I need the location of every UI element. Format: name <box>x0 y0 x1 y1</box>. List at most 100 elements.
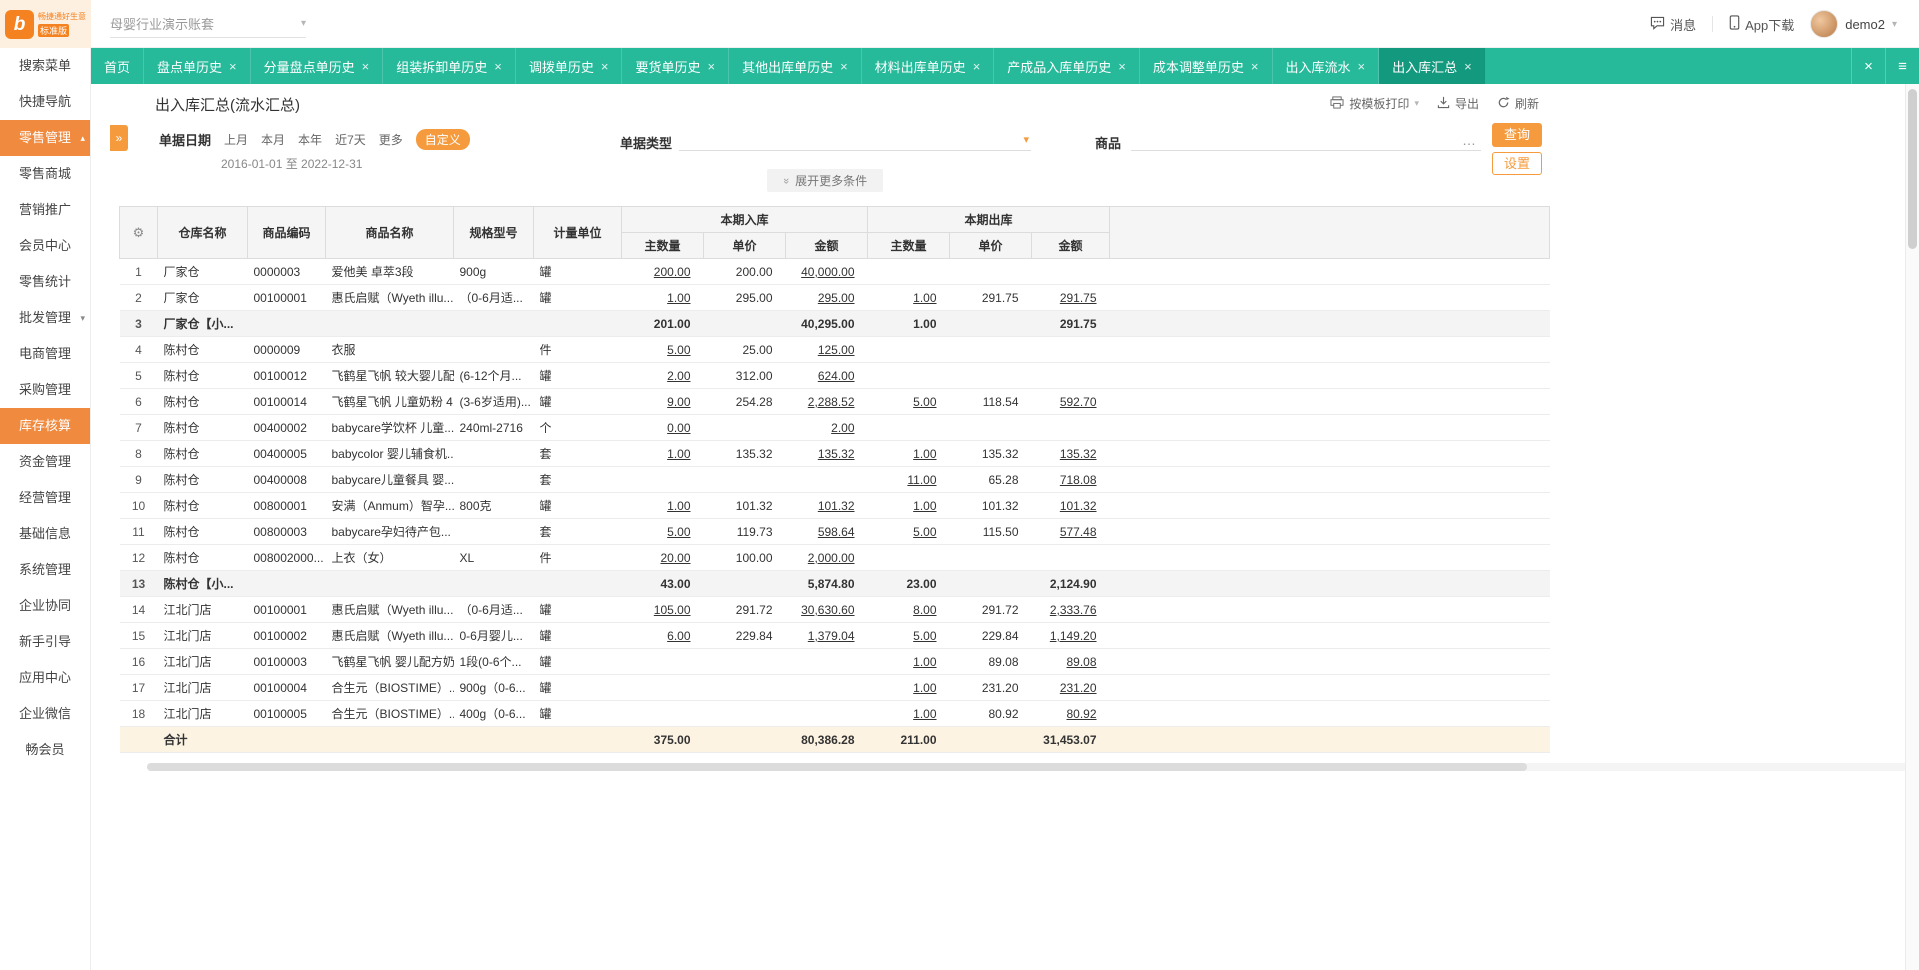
tab-item[interactable]: 出入库流水 × <box>1273 48 1380 84</box>
sidebar-item[interactable]: 企业协同 <box>0 588 90 624</box>
tab-close-icon[interactable]: × <box>361 58 370 74</box>
expand-more-button[interactable]: » 展开更多条件 <box>767 169 884 192</box>
sidebar-item[interactable]: 畅会员 <box>0 732 90 768</box>
drilldown-link[interactable]: 135.32 <box>817 446 855 461</box>
drilldown-link[interactable]: 30,630.60 <box>801 602 855 617</box>
tab-item[interactable]: 要货单历史 × <box>622 48 730 84</box>
drilldown-link[interactable]: 1.00 <box>913 706 937 721</box>
table-row[interactable]: 8 陈村仓 00400005 babycolor 婴儿辅食机... 套 1.00 135.3… <box>119 440 1550 467</box>
tab-list-button[interactable]: ≡ <box>1885 48 1919 84</box>
col-in-qty[interactable]: 主数量 <box>621 232 704 259</box>
tab-close-icon[interactable]: × <box>840 58 848 74</box>
date-option[interactable]: 近7天 <box>335 133 366 147</box>
drilldown-link[interactable]: 2.00 <box>667 368 691 383</box>
table-row[interactable]: 1 厂家仓 0000003 爱他美 卓萃3段 900g 罐 200.00 200.00 40,0… <box>119 258 1550 285</box>
sidebar-item[interactable]: 应用中心 <box>0 660 90 696</box>
drilldown-link[interactable]: 577.48 <box>1059 524 1097 539</box>
tab-item[interactable]: 产成品入库单历史 × <box>994 48 1140 84</box>
drilldown-link[interactable]: 20.00 <box>660 550 691 565</box>
sidebar-item[interactable]: 快捷导航 <box>0 84 90 120</box>
drilldown-link[interactable]: 1.00 <box>913 498 937 513</box>
tab-item[interactable]: 盘点单历史 × <box>144 48 251 84</box>
table-row[interactable]: 7 陈村仓 00400002 babycare学饮杯 儿童... 240ml-2716 个… <box>119 414 1550 441</box>
sidebar-item[interactable]: 零售商城 <box>0 156 90 192</box>
drilldown-link[interactable]: 5.00 <box>667 342 691 357</box>
scrollbar-thumb[interactable] <box>1908 89 1917 249</box>
drilldown-link[interactable]: 5.00 <box>913 524 937 539</box>
drilldown-link[interactable]: 1.00 <box>913 680 937 695</box>
drilldown-link[interactable]: 2,000.00 <box>807 550 855 565</box>
table-row[interactable]: 17 江北门店 00100004 合生元（BIOSTIME）... 900g（0-6..… <box>119 674 1550 701</box>
drilldown-link[interactable]: 624.00 <box>817 368 855 383</box>
tab-item[interactable]: 组装拆卸单历史 × <box>383 48 516 84</box>
table-row[interactable]: 10 陈村仓 00800001 安满（Anmum）智孕... 800克罐 1.00 101.… <box>119 492 1550 519</box>
date-range-value[interactable]: 2016-01-01 至 2022-12-31 <box>221 157 363 171</box>
account-select[interactable]: 母婴行业演示账套 ▾ <box>110 10 306 38</box>
scrollbar-thumb[interactable] <box>147 763 1527 771</box>
tab-close-icon[interactable]: × <box>1250 58 1259 74</box>
drilldown-link[interactable]: 101.32 <box>817 498 855 513</box>
date-option[interactable]: 上月 <box>224 133 249 147</box>
drilldown-link[interactable]: 125.00 <box>817 342 855 357</box>
drilldown-link[interactable]: 231.20 <box>1059 680 1097 695</box>
tab-item[interactable]: 首页 <box>91 48 145 84</box>
table-row[interactable]: 5 陈村仓 00100012 飞鹤星飞帆 较大婴儿配... (6-12个月... 罐 2.0… <box>119 362 1550 389</box>
col-unit[interactable]: 计量单位 <box>533 206 622 259</box>
drilldown-link[interactable]: 295.00 <box>817 290 855 305</box>
sidebar-item[interactable]: 零售统计 <box>0 264 90 300</box>
sidebar-item[interactable]: 批发管理 ▾ <box>0 300 90 336</box>
sidebar-item[interactable]: 库存核算 <box>0 408 90 444</box>
vertical-scrollbar[interactable] <box>1905 84 1919 970</box>
tab-close-icon[interactable]: × <box>494 58 502 74</box>
drilldown-link[interactable]: 105.00 <box>653 602 691 617</box>
drilldown-link[interactable]: 5.00 <box>667 524 691 539</box>
table-row-subtotal[interactable]: 13 陈村仓【小... 43.00 5,874.80 23.00 2,124.90 <box>119 570 1550 597</box>
drilldown-link[interactable]: 8.00 <box>913 602 937 617</box>
close-all-tabs-button[interactable]: × <box>1851 48 1885 84</box>
sidebar-item[interactable]: 基础信息 <box>0 516 90 552</box>
col-name[interactable]: 商品名称 <box>325 206 454 259</box>
drilldown-link[interactable]: 0.00 <box>667 420 691 435</box>
tab-close-icon[interactable]: × <box>1118 58 1126 74</box>
app-download-button[interactable]: App下载 <box>1729 15 1794 34</box>
refresh-button[interactable]: 刷新 <box>1497 95 1539 112</box>
drilldown-link[interactable]: 592.70 <box>1059 394 1097 409</box>
col-out-price[interactable]: 单价 <box>949 232 1033 259</box>
collapse-filter-button[interactable]: » <box>110 125 128 151</box>
sidebar-item[interactable]: 电商管理 <box>0 336 90 372</box>
tab-item[interactable]: 分量盘点单历史 × <box>251 48 384 84</box>
sidebar-item[interactable]: 会员中心 <box>0 228 90 264</box>
drilldown-link[interactable]: 2,288.52 <box>807 394 855 409</box>
query-button[interactable]: 查询 <box>1492 123 1542 147</box>
drilldown-link[interactable]: 1,149.20 <box>1049 628 1097 643</box>
tab-close-icon[interactable]: × <box>229 58 237 74</box>
drilldown-link[interactable]: 5.00 <box>913 394 937 409</box>
drilldown-link[interactable]: 1.00 <box>913 290 937 305</box>
drilldown-link[interactable]: 1.00 <box>667 446 691 461</box>
drilldown-link[interactable]: 718.08 <box>1059 472 1097 487</box>
drilldown-link[interactable]: 1.00 <box>913 446 937 461</box>
table-row-total[interactable]: 合计 375.00 80,386.28 211.00 31,453.07 <box>119 726 1550 753</box>
col-warehouse[interactable]: 仓库名称 <box>157 206 248 259</box>
col-code[interactable]: 商品编码 <box>247 206 326 259</box>
sidebar-item[interactable]: 经营管理 <box>0 480 90 516</box>
table-row[interactable]: 6 陈村仓 00100014 飞鹤星飞帆 儿童奶粉 4... (3-6岁适用)... 罐 9… <box>119 388 1550 415</box>
tab-item[interactable]: 其他出库单历史 × <box>729 48 862 84</box>
drilldown-link[interactable]: 40,000.00 <box>801 264 855 279</box>
table-row[interactable]: 11 陈村仓 00800003 babycare孕妇待产包... 套 5.00 119.73… <box>119 518 1550 545</box>
gear-icon[interactable]: ⚙ <box>132 224 145 240</box>
col-spec[interactable]: 规格型号 <box>453 206 534 259</box>
drilldown-link[interactable]: 5.00 <box>913 628 937 643</box>
ellipsis-icon[interactable]: … <box>1462 132 1477 148</box>
drilldown-link[interactable]: 1.00 <box>667 498 691 513</box>
table-row[interactable]: 14 江北门店 00100001 惠氏启赋（Wyeth illu... （0-6月适..… <box>119 596 1550 623</box>
drilldown-link[interactable]: 89.08 <box>1066 654 1097 669</box>
drilldown-link[interactable]: 1.00 <box>667 290 691 305</box>
date-option[interactable]: 本月 <box>261 133 286 147</box>
tab-item[interactable]: 材料出库单历史 × <box>862 48 995 84</box>
drilldown-link[interactable]: 291.75 <box>1059 290 1097 305</box>
drilldown-link[interactable]: 1.00 <box>913 654 937 669</box>
tab-close-icon[interactable]: × <box>1464 58 1472 74</box>
doc-type-select[interactable]: ▾ <box>679 125 1031 151</box>
col-in-amount[interactable]: 金额 <box>784 232 869 259</box>
